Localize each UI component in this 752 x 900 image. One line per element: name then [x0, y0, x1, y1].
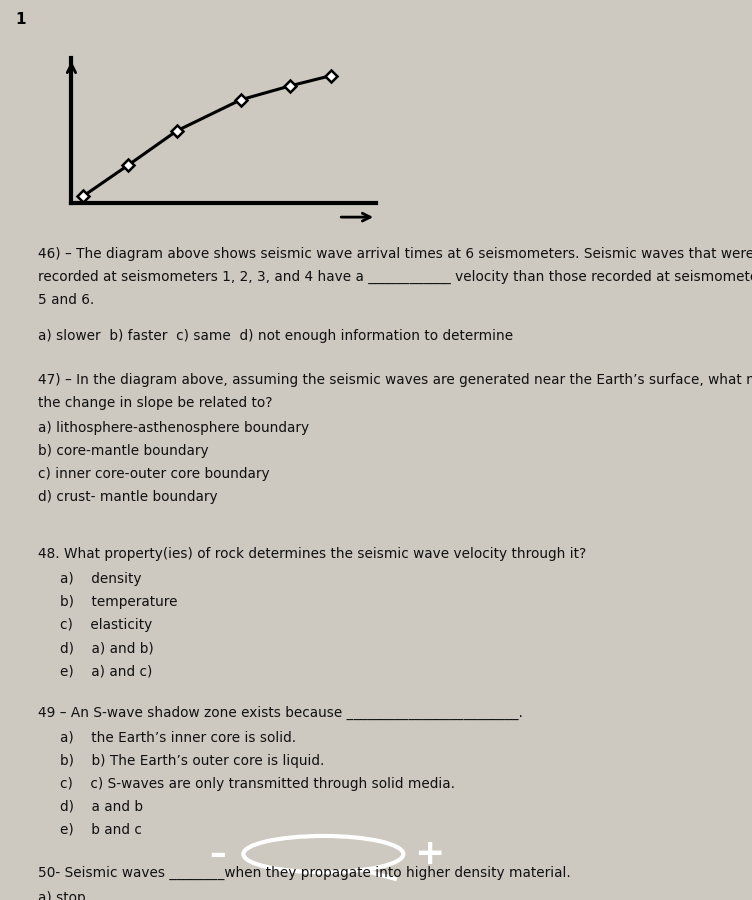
- Text: 46) – The diagram above shows seismic wave arrival times at 6 seismometers. Seis: 46) – The diagram above shows seismic wa…: [38, 247, 752, 261]
- Text: b)    b) The Earth’s outer core is liquid.: b) b) The Earth’s outer core is liquid.: [60, 754, 325, 768]
- Text: c)    elasticity: c) elasticity: [60, 618, 153, 633]
- Text: a) slower  b) faster  c) same  d) not enough information to determine: a) slower b) faster c) same d) not enoug…: [38, 329, 513, 343]
- Text: 49 – An S-wave shadow zone exists because _________________________.: 49 – An S-wave shadow zone exists becaus…: [38, 706, 523, 720]
- Text: –: –: [209, 838, 226, 870]
- Text: b) core-mantle boundary: b) core-mantle boundary: [38, 444, 208, 458]
- Text: the change in slope be related to?: the change in slope be related to?: [38, 396, 272, 410]
- Text: +: +: [414, 837, 444, 871]
- Text: d)    a and b: d) a and b: [60, 800, 143, 814]
- Text: a)    density: a) density: [60, 572, 141, 587]
- Text: a) stop: a) stop: [38, 892, 85, 900]
- Text: 1: 1: [15, 12, 26, 27]
- Text: d)    a) and b): d) a) and b): [60, 642, 154, 655]
- Text: a) lithosphere-asthenosphere boundary: a) lithosphere-asthenosphere boundary: [38, 421, 309, 435]
- Text: recorded at seismometers 1, 2, 3, and 4 have a ____________ velocity than those : recorded at seismometers 1, 2, 3, and 4 …: [38, 270, 752, 284]
- Text: e)    a) and c): e) a) and c): [60, 664, 153, 679]
- Text: 5 and 6.: 5 and 6.: [38, 292, 94, 307]
- Text: d) crust- mantle boundary: d) crust- mantle boundary: [38, 490, 217, 504]
- Text: b)    temperature: b) temperature: [60, 596, 177, 609]
- Text: e)    b and c: e) b and c: [60, 823, 142, 837]
- Text: a)    the Earth’s inner core is solid.: a) the Earth’s inner core is solid.: [60, 731, 296, 745]
- Text: 50- Seismic waves ________when they propagate into higher density material.: 50- Seismic waves ________when they prop…: [38, 866, 570, 880]
- Text: 47) – In the diagram above, assuming the seismic waves are generated near the Ea: 47) – In the diagram above, assuming the…: [38, 373, 752, 387]
- Text: c) inner core-outer core boundary: c) inner core-outer core boundary: [38, 467, 269, 481]
- Text: c)    c) S-waves are only transmitted through solid media.: c) c) S-waves are only transmitted throu…: [60, 777, 455, 791]
- Text: 48. What property(ies) of rock determines the seismic wave velocity through it?: 48. What property(ies) of rock determine…: [38, 547, 586, 562]
